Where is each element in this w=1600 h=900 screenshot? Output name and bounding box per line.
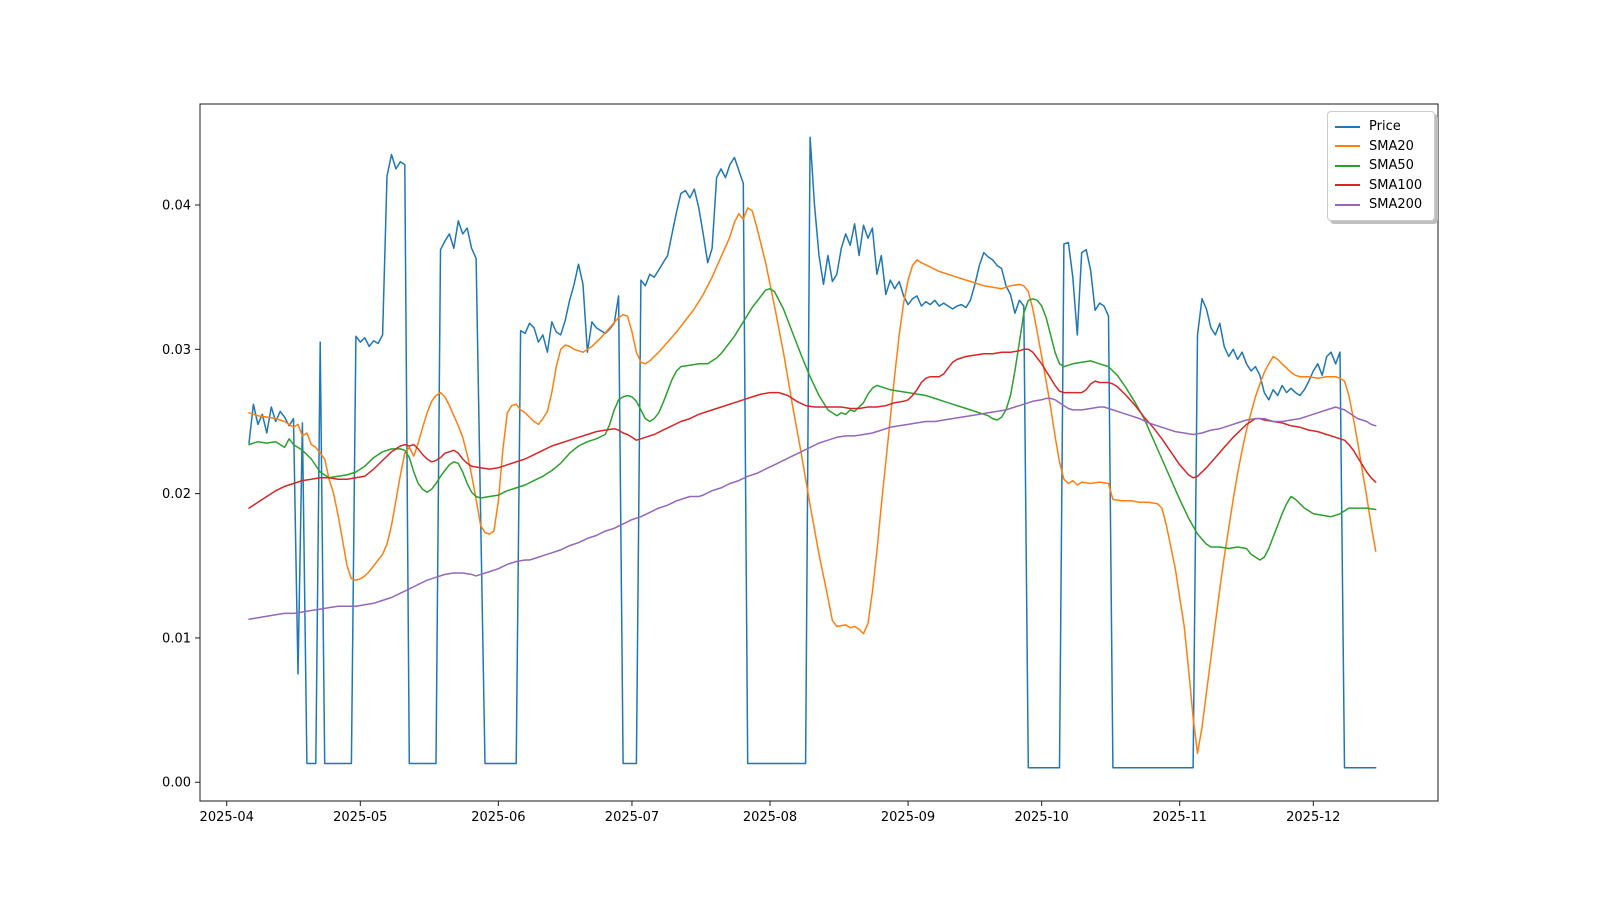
x-tick-label: 2025-12 <box>1286 810 1340 825</box>
y-tick-label: 0.03 <box>162 343 191 358</box>
y-tick-label: 0.04 <box>162 199 191 214</box>
legend-label: SMA50 <box>1369 158 1414 173</box>
sma100-line-swatch <box>1335 184 1360 187</box>
sma200-line <box>248 397 1377 620</box>
y-tick-label: 0.01 <box>162 631 191 646</box>
legend-label: SMA200 <box>1369 197 1423 212</box>
x-tick-label: 2025-04 <box>200 810 254 825</box>
legend-entry-sma50: SMA50 <box>1335 156 1427 176</box>
legend-entry-sma200: SMA200 <box>1335 195 1427 215</box>
sma50-line-swatch <box>1335 164 1360 167</box>
legend: Price SMA20 SMA50 SMA100 SMA200 <box>1327 111 1435 221</box>
x-tick-label: 2025-10 <box>1014 810 1068 825</box>
sma100-line <box>248 348 1377 509</box>
legend-label: Price <box>1369 119 1401 134</box>
legend-entry-sma100: SMA100 <box>1335 176 1427 196</box>
sma20-line-swatch <box>1335 145 1360 148</box>
plot-frame <box>199 103 1439 802</box>
y-tick-label: 0.02 <box>162 487 191 502</box>
sma20-line <box>248 207 1377 755</box>
legend-entry-sma20: SMA20 <box>1335 137 1427 157</box>
x-tick-label: 2025-11 <box>1153 810 1207 825</box>
sma200-line-swatch <box>1335 203 1360 206</box>
sma50-line <box>248 287 1377 561</box>
price-line <box>248 136 1377 769</box>
price-line-swatch <box>1335 125 1360 128</box>
x-tick-label: 2025-05 <box>333 810 387 825</box>
x-axis: 2025-04 2025-05 2025-06 2025-07 2025-08 2025-… <box>200 801 1340 825</box>
y-axis: 0.00 0.01 0.02 0.03 0.04 <box>162 199 200 791</box>
legend-entry-price: Price <box>1335 117 1427 137</box>
legend-label: SMA100 <box>1369 177 1423 193</box>
legend-label: SMA20 <box>1369 138 1414 154</box>
x-tick-label: 2025-07 <box>605 810 659 825</box>
x-tick-label: 2025-09 <box>881 810 935 825</box>
x-tick-label: 2025-06 <box>471 810 525 825</box>
y-tick-label: 0.00 <box>162 776 191 791</box>
x-tick-label: 2025-08 <box>743 810 797 825</box>
